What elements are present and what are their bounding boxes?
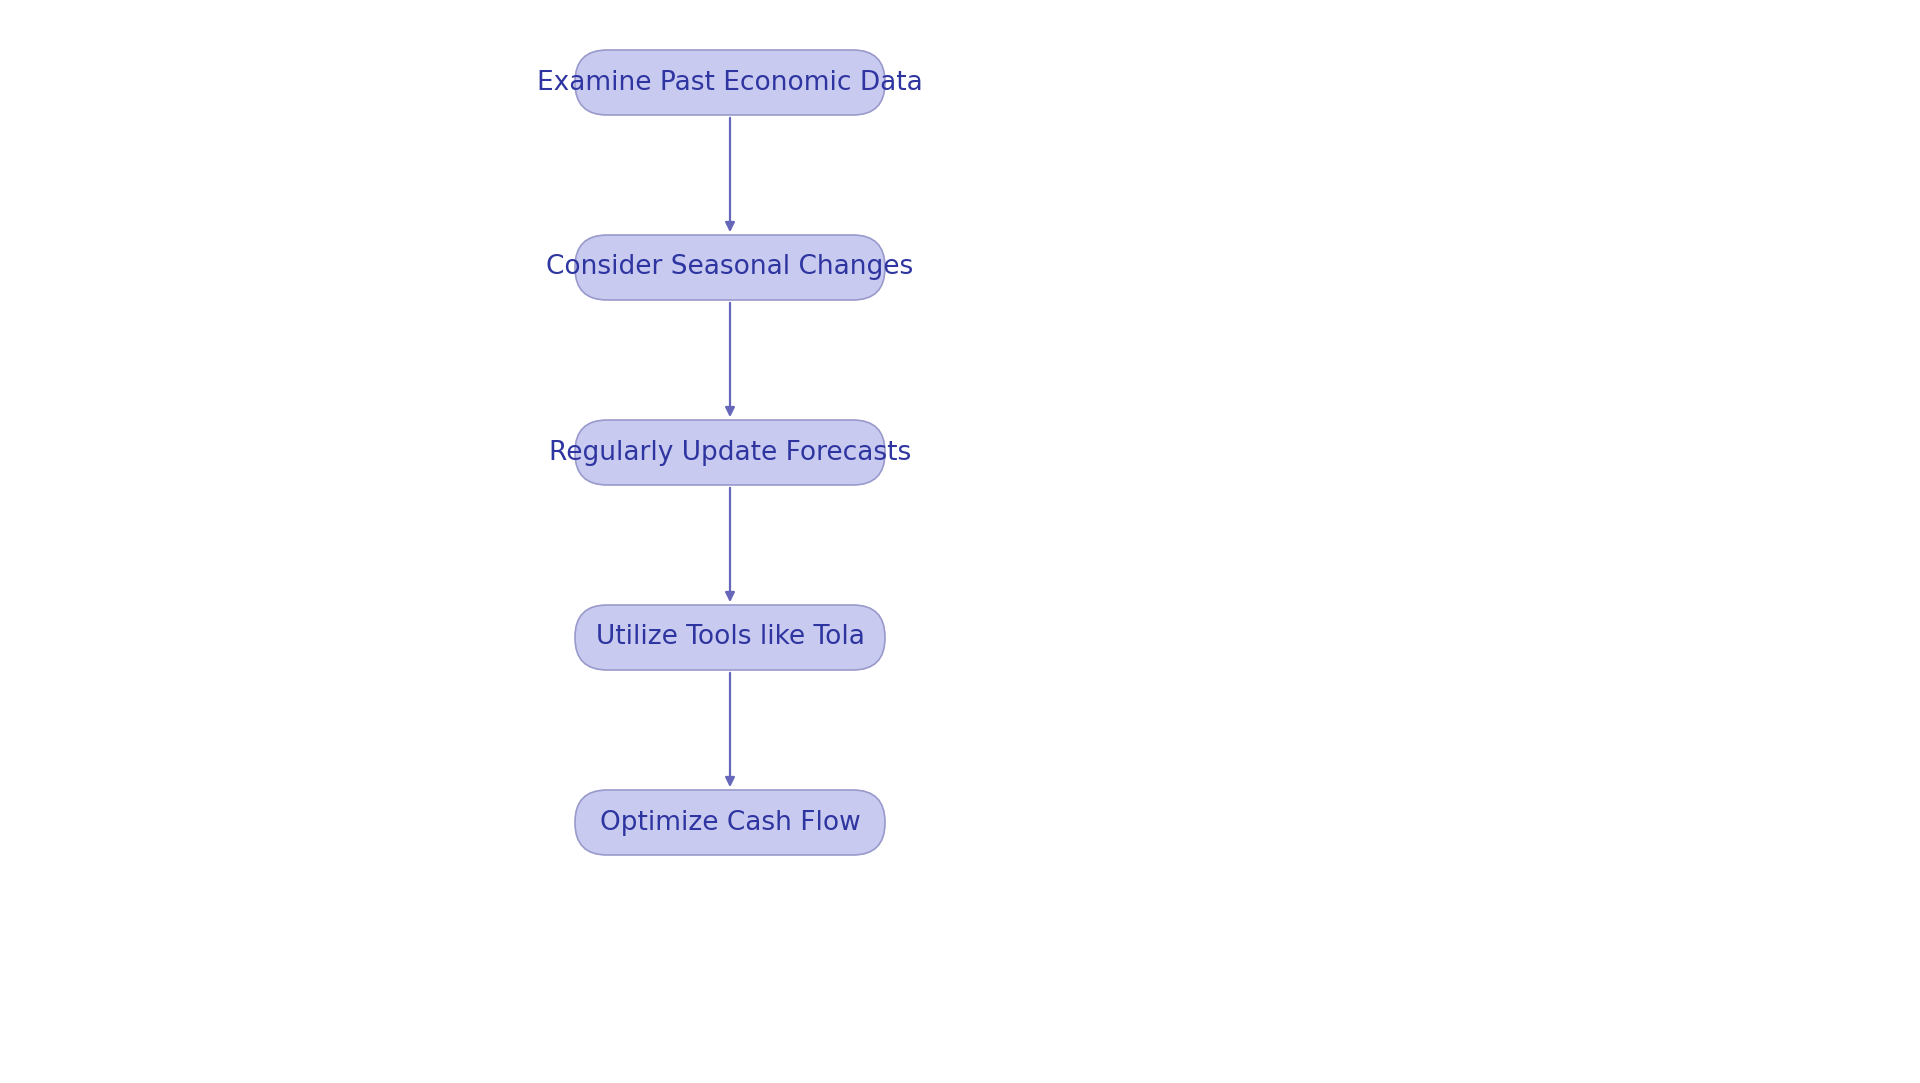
FancyBboxPatch shape [574,235,885,300]
Text: Examine Past Economic Data: Examine Past Economic Data [538,69,924,95]
Text: Regularly Update Forecasts: Regularly Update Forecasts [549,440,912,466]
Text: Utilize Tools like Tola: Utilize Tools like Tola [595,625,864,651]
FancyBboxPatch shape [574,790,885,854]
FancyBboxPatch shape [574,420,885,485]
FancyBboxPatch shape [574,50,885,115]
Text: Optimize Cash Flow: Optimize Cash Flow [599,809,860,835]
FancyBboxPatch shape [574,605,885,670]
Text: Consider Seasonal Changes: Consider Seasonal Changes [547,255,914,280]
